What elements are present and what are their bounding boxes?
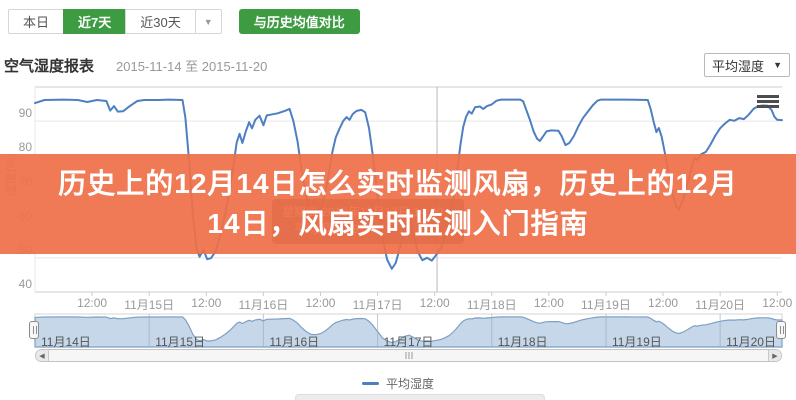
series-select-value: 平均湿度	[712, 58, 765, 74]
navigator-left-handle[interactable]	[29, 321, 39, 339]
toolbox-menu-icon[interactable]	[757, 95, 779, 110]
legend-line-icon	[361, 382, 379, 385]
navigator-day-label: 11月19日	[611, 335, 662, 349]
navigator-day-label: 11月18日	[497, 335, 548, 349]
navigator-area	[34, 316, 783, 348]
banner-title-line1: 历史上的12月14日怎么实时监测风扇，历史上的12月	[58, 168, 738, 199]
x-tick-label: 11月20日	[695, 298, 746, 312]
x-tick-label: 12:00	[762, 296, 793, 310]
range-button-30days[interactable]: 近30天	[125, 9, 196, 34]
navigator-day-label: 11月14日	[41, 335, 91, 349]
page-title: 空气湿度报表	[4, 57, 95, 75]
x-tick-label: 12:00	[419, 296, 450, 310]
legend-item-humidity[interactable]: 平均湿度	[0, 375, 796, 392]
x-tick-label: 12:00	[648, 296, 679, 310]
scrollbar-left-arrow[interactable]: ◀	[36, 350, 49, 361]
seo-text-banner: 历史上的12月14日怎么实时监测风扇，历史上的12月 14日，风扇实时监测入门指…	[0, 154, 796, 254]
x-tick-label: 12:00	[77, 296, 108, 310]
bottom-cutoff-element	[295, 394, 545, 400]
legend-label: 平均湿度	[385, 377, 434, 391]
navigator-right-handle[interactable]	[776, 321, 786, 339]
chevron-down-icon: ▼	[773, 60, 782, 70]
x-tick-label: 12:00	[191, 296, 222, 310]
report-header: 空气湿度报表 2015-11-14 至 2015-11-20 平均湿度 ▼	[4, 53, 790, 77]
x-tick-label: 11月17日	[352, 298, 403, 312]
x-tick-label: 11月19日	[581, 298, 631, 312]
range-dropdown-button[interactable]: ▼	[194, 9, 222, 34]
y-tick-label: 40	[18, 277, 32, 291]
series-select-dropdown[interactable]: 平均湿度 ▼	[704, 53, 790, 77]
date-range-text: 2015-11-14 至 2015-11-20	[116, 58, 268, 74]
x-tick-label: 12:00	[305, 296, 336, 310]
x-tick-label: 11月18日	[466, 298, 517, 312]
chart-scrollbar[interactable]: ◀ ▶	[35, 349, 782, 362]
scrollbar-right-arrow[interactable]: ▶	[768, 350, 781, 361]
navigator-day-label: 11月16日	[269, 335, 320, 349]
chevron-down-icon: ▼	[203, 16, 213, 27]
navigator-day-label: 11月17日	[383, 335, 434, 349]
y-tick-label: 80	[18, 140, 32, 155]
date-range-toolbar: 本日 近7天 近30天 ▼ 与历史均值对比	[8, 9, 360, 34]
x-tick-label: 11月16日	[238, 298, 289, 312]
x-tick-label: 12:00	[533, 296, 564, 310]
navigator-day-label: 11月20日	[726, 335, 776, 349]
range-button-7days[interactable]: 近7天	[63, 9, 127, 34]
banner-title-line2: 14日，风扇实时监测入门指南	[207, 208, 589, 239]
compare-history-button[interactable]: 与历史均值对比	[238, 9, 360, 34]
scrollbar-grip[interactable]	[405, 352, 412, 359]
y-tick-label: 90	[18, 106, 32, 121]
x-tick-label: 11月15日	[124, 298, 175, 312]
navigator-day-label: 11月15日	[155, 335, 205, 349]
range-button-today[interactable]: 本日	[8, 9, 65, 34]
